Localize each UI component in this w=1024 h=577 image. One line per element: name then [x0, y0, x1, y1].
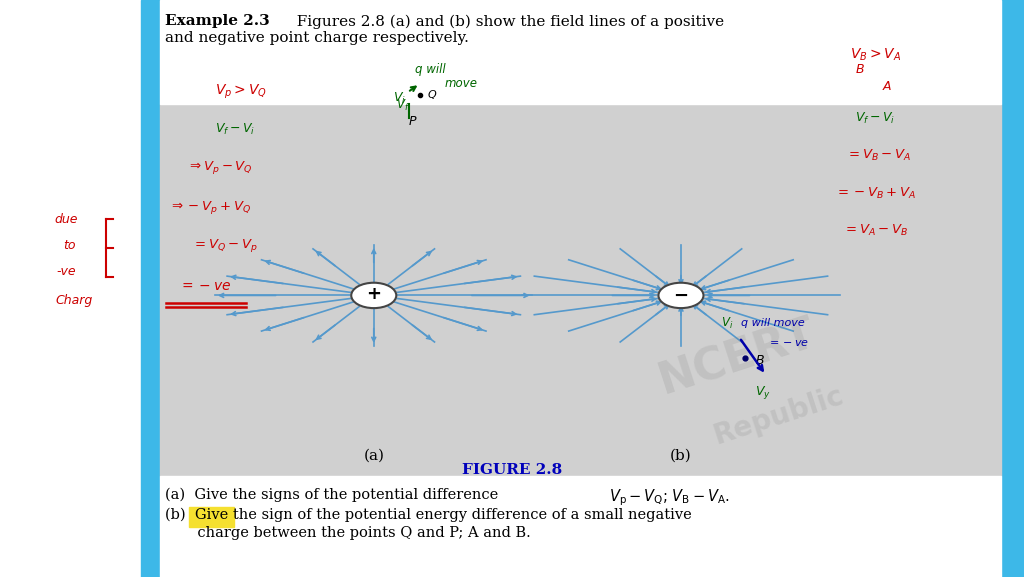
Text: $\Rightarrow V_p - V_Q$: $\Rightarrow V_p - V_Q$	[187, 159, 253, 176]
Text: Q: Q	[428, 90, 437, 100]
Text: B: B	[856, 63, 864, 76]
Bar	[189, 507, 234, 527]
Text: Charg: Charg	[55, 294, 92, 306]
Text: $= V_A - V_B$: $= V_A - V_B$	[843, 223, 908, 238]
Bar	[160, 476, 1001, 577]
Text: $V_f - V_i$: $V_f - V_i$	[855, 111, 896, 126]
Text: (b)  Give the sign of the potential energy difference of a small negative: (b) Give the sign of the potential energ…	[165, 508, 691, 522]
Text: −: −	[674, 286, 688, 305]
Text: (a): (a)	[364, 449, 384, 463]
Bar	[141, 0, 160, 577]
Text: q will: q will	[415, 63, 445, 76]
Text: $= -ve$: $= -ve$	[179, 279, 230, 293]
Text: $= -V_B + V_A$: $= -V_B + V_A$	[835, 186, 916, 201]
Circle shape	[351, 283, 396, 308]
Text: +: +	[367, 285, 381, 304]
Text: B: B	[756, 354, 764, 367]
Circle shape	[658, 283, 703, 308]
Bar	[160, 104, 1001, 476]
Text: A: A	[883, 80, 891, 93]
Text: q will move: q will move	[741, 318, 805, 328]
Text: NCERT: NCERT	[653, 312, 821, 403]
Text: (b): (b)	[670, 449, 692, 463]
Text: $V_y$: $V_y$	[755, 384, 771, 401]
Text: $V_p > V_Q$: $V_p > V_Q$	[215, 83, 266, 102]
Text: Republic: Republic	[710, 381, 847, 449]
Text: $= -ve$: $= -ve$	[767, 338, 810, 349]
Text: P: P	[409, 115, 417, 128]
Text: -ve: -ve	[56, 265, 77, 278]
Text: $= V_Q - V_p$: $= V_Q - V_p$	[193, 237, 258, 254]
Bar	[160, 0, 1001, 104]
Text: $= V_B - V_A$: $= V_B - V_A$	[846, 148, 911, 163]
Text: due: due	[55, 213, 78, 226]
Bar	[0, 0, 141, 577]
Text: Figures 2.8 (a) and (b) show the field lines of a positive: Figures 2.8 (a) and (b) show the field l…	[287, 14, 724, 29]
Text: $V_B > V_A$: $V_B > V_A$	[850, 47, 901, 63]
Bar	[1001, 0, 1024, 577]
Text: (a)  Give the signs of the potential difference: (a) Give the signs of the potential diff…	[165, 488, 503, 502]
Text: $V_i$: $V_i$	[393, 91, 406, 106]
Text: $V_f - V_i$: $V_f - V_i$	[215, 122, 256, 137]
Text: Example 2.3: Example 2.3	[165, 14, 269, 28]
Text: $V_f$: $V_f$	[396, 98, 411, 113]
Text: $V_{\rm p} - V_{\rm Q}$; $V_{\rm B} - V_{\rm A}$.: $V_{\rm p} - V_{\rm Q}$; $V_{\rm B} - V_…	[609, 488, 730, 508]
Text: and negative point charge respectively.: and negative point charge respectively.	[165, 31, 469, 44]
Text: charge between the points Q and P; A and B.: charge between the points Q and P; A and…	[165, 526, 530, 540]
Text: $\Rightarrow -V_p + V_Q$: $\Rightarrow -V_p + V_Q$	[169, 199, 251, 216]
Text: to: to	[63, 239, 76, 252]
Text: move: move	[444, 77, 477, 90]
Text: FIGURE 2.8: FIGURE 2.8	[462, 463, 562, 477]
Text: $V_i$: $V_i$	[721, 316, 733, 331]
